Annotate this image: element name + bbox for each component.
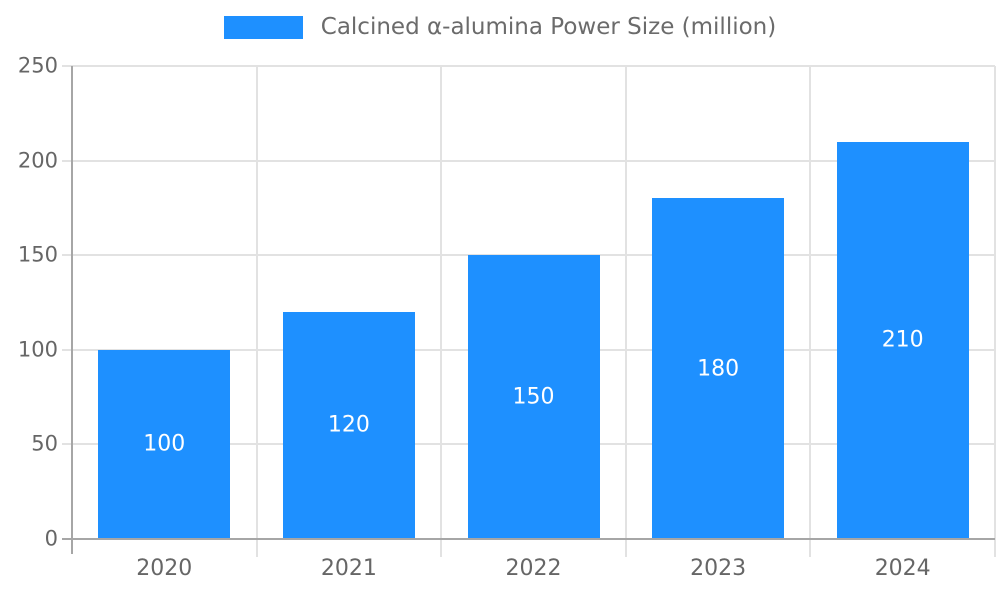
bar: 180 [652,198,785,539]
bar-value-label: 100 [143,431,186,457]
v-gridline [994,66,996,557]
bar: 120 [282,311,415,539]
bar-value-label: 120 [327,412,370,438]
legend-swatch [223,15,303,39]
x-axis-line [62,538,995,540]
plot-area: 100 120 150 180 210 [62,65,996,557]
y-tick-label: 250 [17,53,58,78]
bar: 210 [836,141,969,539]
legend-label: Calcined α-alumina Power Size (million) [320,14,777,40]
v-gridline [809,66,812,557]
y-tick-label: 200 [17,148,58,173]
y-tick-label: 150 [17,242,58,267]
bar-value-label: 180 [697,356,740,382]
v-gridline [624,66,627,557]
x-tick-label: 2023 [690,556,747,581]
v-gridline [440,66,443,557]
y-tick-label: 50 [31,431,58,456]
v-gridline [255,66,258,557]
y-axis-line [71,66,73,554]
bar-value-label: 150 [512,384,555,410]
h-gridline [62,159,995,162]
x-tick-label: 2020 [136,556,193,581]
bar: 150 [467,255,600,539]
y-tick-label: 100 [17,337,58,362]
bar-value-label: 210 [881,327,924,353]
y-tick-label: 0 [44,526,58,551]
x-tick-label: 2022 [505,556,562,581]
chart-legend: Calcined α-alumina Power Size (million) [0,14,1000,40]
x-tick-label: 2021 [320,556,377,581]
h-gridline [62,65,995,67]
bar: 100 [98,349,231,539]
x-tick-label: 2024 [874,556,931,581]
